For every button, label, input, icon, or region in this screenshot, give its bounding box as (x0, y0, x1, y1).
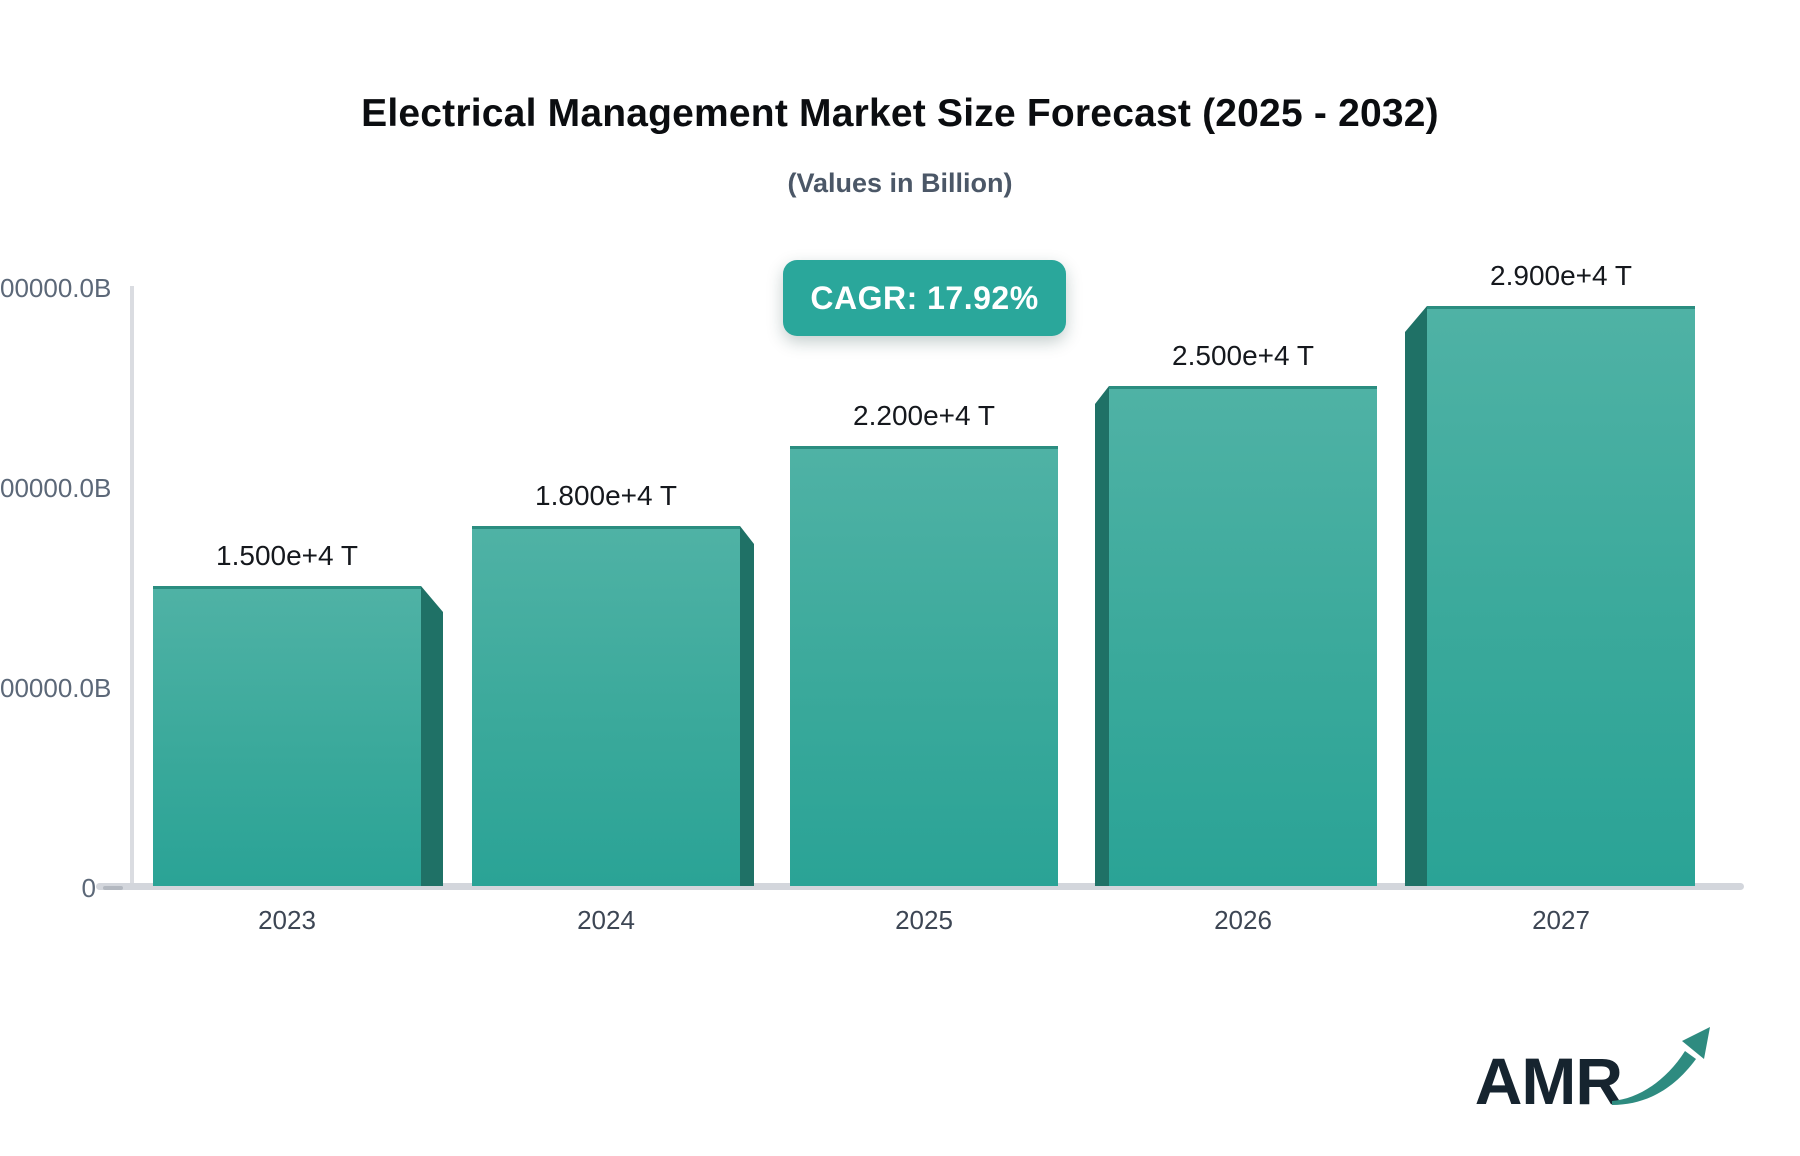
growth-arrow-icon (1608, 1015, 1712, 1112)
bar-3d-side (1405, 306, 1427, 886)
bar-value-label: 2.200e+4 T (853, 400, 995, 431)
chart-title: Electrical Management Market Size Foreca… (361, 92, 1439, 135)
bar-3d-side (1095, 386, 1109, 886)
x-tick-label: 2023 (258, 905, 316, 935)
bar-value-label: 2.500e+4 T (1172, 340, 1314, 371)
bar-2023[interactable] (153, 586, 443, 886)
cagr-badge-label: CAGR: 17.92% (810, 279, 1039, 316)
bar-2025[interactable] (790, 446, 1058, 886)
x-tick-label: 2024 (577, 905, 635, 935)
bar-value-label: 1.800e+4 T (535, 480, 677, 511)
chart-subtitle: (Values in Billion) (787, 168, 1013, 198)
bar-3d-side (421, 586, 443, 886)
bar-2026[interactable] (1095, 386, 1377, 886)
y-tick-label: 00000.0B (0, 473, 112, 503)
y-axis-line (130, 286, 134, 886)
bar-2024[interactable] (472, 526, 754, 886)
amr-logo: AMR (1475, 1015, 1712, 1114)
y-tick-label: 0 (81, 873, 96, 903)
amr-logo-text: AMR (1474, 1044, 1623, 1118)
y-tick-label: 00000.0B (0, 673, 112, 703)
bar-value-label: 2.900e+4 T (1490, 260, 1632, 291)
x-tick-label: 2027 (1532, 905, 1590, 935)
y-tick-label: 00000.0B (0, 273, 112, 303)
bar-2027[interactable] (1405, 306, 1695, 886)
bar-value-label: 1.500e+4 T (216, 540, 358, 571)
x-tick-label: 2025 (895, 905, 953, 935)
bar-3d-side (740, 526, 754, 886)
x-tick-label: 2026 (1214, 905, 1272, 935)
x-axis-baseline (96, 883, 1744, 890)
y-tick-dash (103, 886, 123, 890)
cagr-badge: CAGR: 17.92% (783, 260, 1066, 336)
